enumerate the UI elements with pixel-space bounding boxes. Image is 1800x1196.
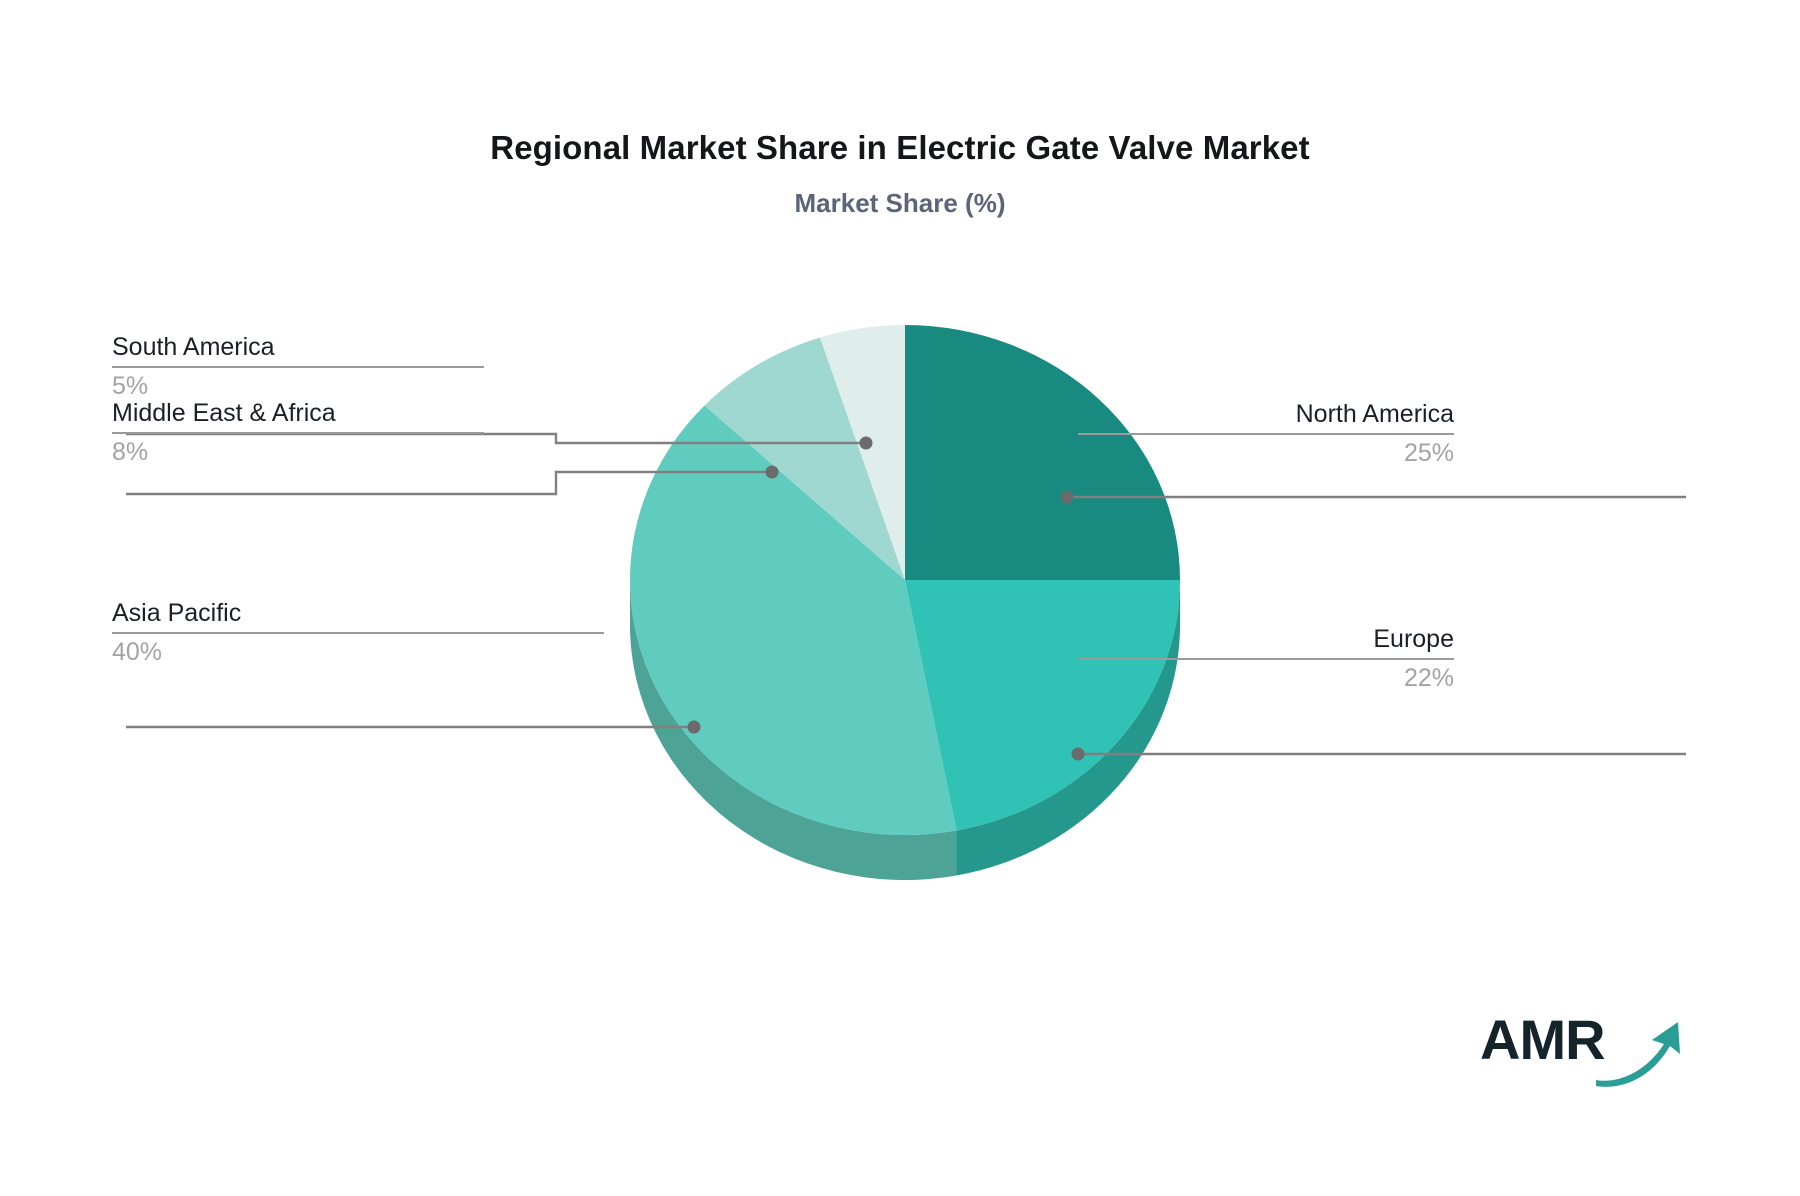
leader-dot-south-america [859, 436, 873, 450]
callout-label-asia-pacific: Asia Pacific [112, 599, 242, 627]
callout-rule-europe [1078, 658, 1454, 660]
leader-dot-north-america [1060, 490, 1074, 504]
callout-label-europe: Europe [1373, 625, 1454, 653]
callout-value-south-america: 5% [112, 372, 149, 400]
leader-line-middle-east-africa [126, 470, 772, 496]
callout-rule-north-america [1078, 433, 1454, 435]
pie-slices [629, 325, 1180, 835]
callout-south-america[interactable]: South America 5% [112, 332, 484, 401]
pie-slice-asia-pacific[interactable] [629, 405, 957, 835]
pie-side-europe [956, 580, 1180, 876]
chart-title: Regional Market Share in Electric Gate V… [490, 129, 1310, 166]
callout-label-south-america: South America [112, 333, 275, 361]
callout-europe[interactable]: Europe 22% [1078, 624, 1454, 693]
amr-logo: AMR [1480, 1008, 1680, 1088]
leader-dot-asia-pacific [687, 720, 701, 734]
pie-side-asia-pacific [630, 580, 957, 881]
pie-slice-europe[interactable] [905, 580, 1180, 831]
callout-value-middle-east-africa: 8% [112, 438, 149, 466]
callout-rule-middle-east-africa [112, 432, 484, 434]
callout-value-asia-pacific: 40% [112, 638, 163, 666]
callout-label-middle-east-africa: Middle East & Africa [112, 399, 336, 427]
leader-lines [126, 432, 1686, 761]
callout-north-america[interactable]: North America 25% [1078, 399, 1454, 468]
amr-logo-text: AMR [1480, 1008, 1606, 1071]
callout-value-europe: 22% [1403, 664, 1454, 692]
callout-asia-pacific[interactable]: Asia Pacific 40% [112, 598, 604, 667]
pie-3d-depth [630, 580, 1180, 881]
callout-middle-east-africa[interactable]: Middle East & Africa 8% [112, 398, 484, 467]
pie-slice-north-america[interactable] [905, 325, 1180, 580]
leader-line-south-america [126, 432, 866, 445]
callout-rule-asia-pacific [112, 632, 604, 634]
leader-dot-middle-east-africa [765, 465, 779, 479]
callout-label-north-america: North America [1295, 400, 1454, 428]
chart-subtitle: Market Share (%) [794, 187, 1006, 218]
amr-arrow-icon [1596, 1022, 1680, 1087]
callout-rule-south-america [112, 366, 484, 368]
pie-slice-middle-east-africa[interactable] [704, 337, 905, 580]
callout-value-north-america: 25% [1403, 439, 1454, 467]
leader-dot-europe [1071, 747, 1085, 761]
pie-slice-south-america[interactable] [820, 325, 905, 580]
title-block: Regional Market Share in Electric Gate V… [0, 128, 1800, 219]
